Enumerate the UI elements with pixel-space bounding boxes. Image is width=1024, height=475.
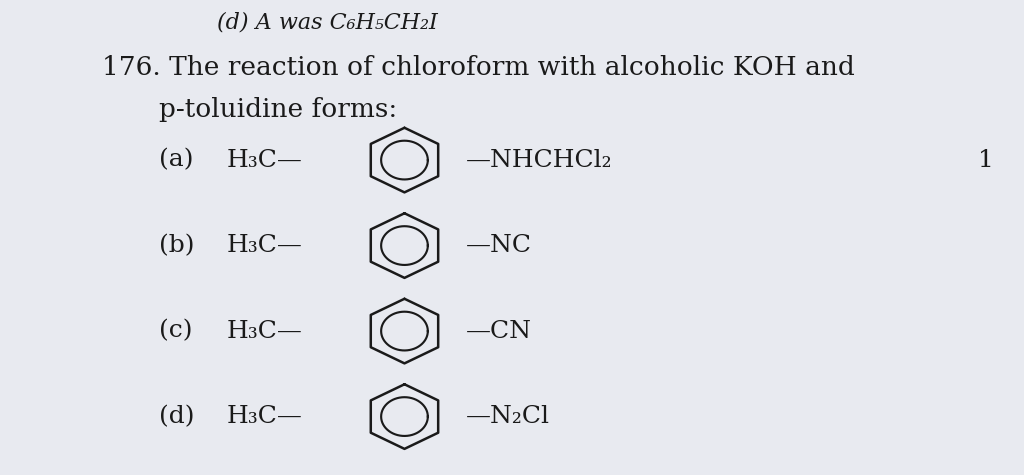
Text: —NC: —NC	[466, 234, 531, 257]
Text: H₃C—: H₃C—	[226, 234, 302, 257]
Text: (d): (d)	[159, 405, 195, 428]
Text: —NHCHCl₂: —NHCHCl₂	[466, 149, 612, 171]
Text: —N₂Cl: —N₂Cl	[466, 405, 550, 428]
Text: (d) A was C₆H₅CH₂I: (d) A was C₆H₅CH₂I	[217, 12, 438, 34]
Text: (b): (b)	[159, 234, 195, 257]
Text: (c): (c)	[159, 320, 193, 342]
Text: —CN: —CN	[466, 320, 531, 342]
Text: H₃C—: H₃C—	[226, 149, 302, 171]
Text: H₃C—: H₃C—	[226, 320, 302, 342]
Text: (a): (a)	[159, 149, 194, 171]
Text: p-toluidine forms:: p-toluidine forms:	[159, 97, 397, 123]
Text: H₃C—: H₃C—	[226, 405, 302, 428]
Text: 1: 1	[978, 149, 993, 171]
Text: 176. The reaction of chloroform with alcoholic KOH and: 176. The reaction of chloroform with alc…	[102, 55, 855, 80]
